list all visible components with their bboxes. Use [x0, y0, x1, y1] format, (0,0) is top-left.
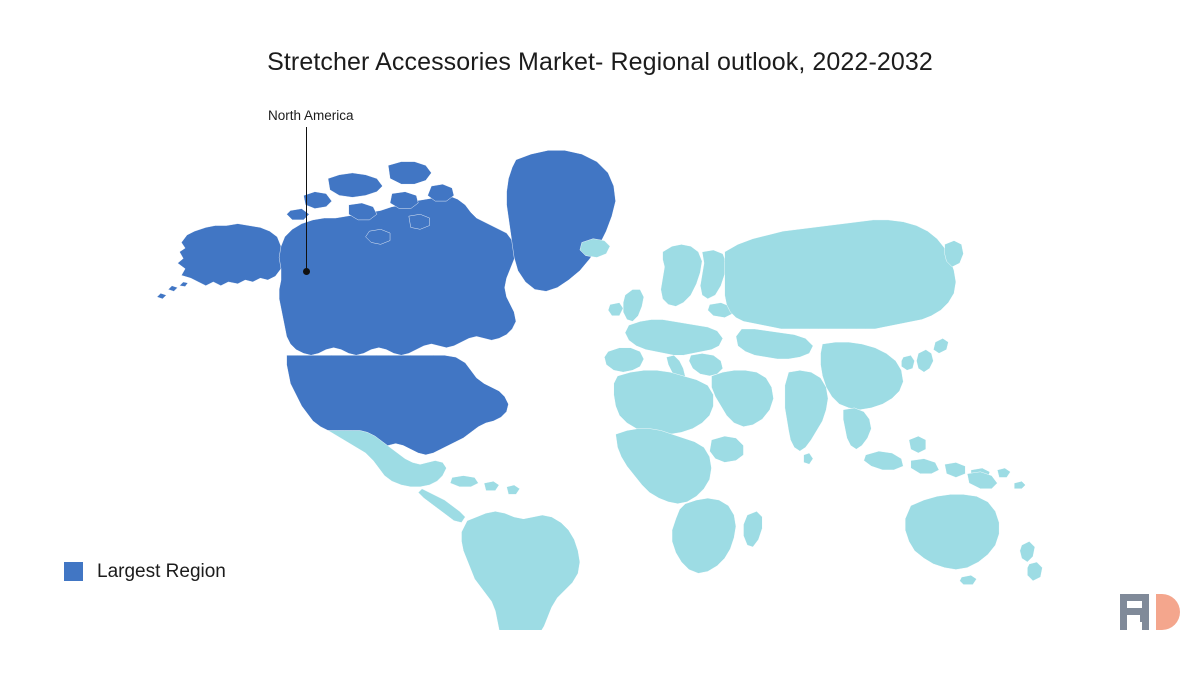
map-kamchatka: [944, 240, 964, 268]
legend-swatch-largest-region: [64, 562, 83, 581]
map-baltic-states[interactable]: [700, 249, 733, 318]
map-country-madagascar[interactable]: [743, 511, 763, 548]
logo-letter-r-icon: [1120, 594, 1149, 630]
map-country-australia[interactable]: [904, 494, 1000, 570]
map-western-europe[interactable]: [624, 319, 724, 356]
logo-half-disc-icon: [1156, 594, 1180, 630]
map-country-alaska[interactable]: [177, 223, 284, 286]
map-canadian-arctic-islands: [286, 161, 455, 245]
map-country-united-states[interactable]: [286, 355, 509, 456]
map-southeast-asia[interactable]: [842, 407, 872, 450]
map-pacific-islands: [997, 467, 1026, 489]
world-map-svg: [156, 150, 1043, 630]
map-iberian-peninsula[interactable]: [604, 347, 645, 373]
map-middle-east[interactable]: [711, 370, 774, 427]
legend-label-largest-region: Largest Region: [97, 561, 226, 582]
map-southern-east-africa[interactable]: [671, 497, 737, 574]
map-region-latin-america[interactable]: [327, 430, 581, 630]
brand-logo[interactable]: [1118, 590, 1184, 634]
map-country-mexico[interactable]: [327, 430, 447, 488]
map-country-iceland: [579, 238, 611, 258]
map-region-africa[interactable]: [613, 370, 763, 574]
map-country-new-zealand[interactable]: [1019, 541, 1043, 582]
map-papua-new-guinea[interactable]: [966, 471, 998, 489]
map-central-asia[interactable]: [735, 328, 814, 360]
map-continent-south-america[interactable]: [461, 511, 581, 630]
map-country-canada[interactable]: [278, 195, 517, 356]
map-region-north-america[interactable]: [156, 150, 616, 456]
map-country-japan[interactable]: [916, 338, 949, 373]
map-region-europe[interactable]: [579, 238, 733, 382]
map-scandinavia[interactable]: [660, 244, 703, 307]
map-west-central-africa[interactable]: [615, 428, 712, 504]
map-country-russia[interactable]: [724, 219, 957, 330]
map-horn-of-africa[interactable]: [709, 435, 744, 463]
map-korea[interactable]: [901, 355, 915, 371]
map-maritime-southeast-asia[interactable]: [863, 435, 990, 482]
map-caribbean-islands: [449, 475, 520, 495]
map-tasmania: [959, 575, 977, 585]
map-east-asia[interactable]: [820, 341, 904, 410]
chart-title: Stretcher Accessories Market- Regional o…: [267, 48, 933, 76]
map-country-greenland[interactable]: [506, 150, 616, 292]
map-south-asia[interactable]: [784, 370, 829, 452]
map-central-america[interactable]: [418, 488, 466, 523]
map-country-sri-lanka: [803, 452, 814, 465]
annotation-label-north-america: North America: [268, 108, 354, 123]
brand-logo-svg: [1120, 594, 1180, 630]
map-british-isles[interactable]: [607, 289, 645, 322]
map-aleutian-islands: [156, 281, 189, 300]
chart-legend: Largest Region: [64, 562, 226, 581]
map-region-asia-pacific[interactable]: [711, 219, 1043, 585]
map-balkans[interactable]: [688, 353, 724, 377]
map-north-africa[interactable]: [613, 370, 714, 435]
